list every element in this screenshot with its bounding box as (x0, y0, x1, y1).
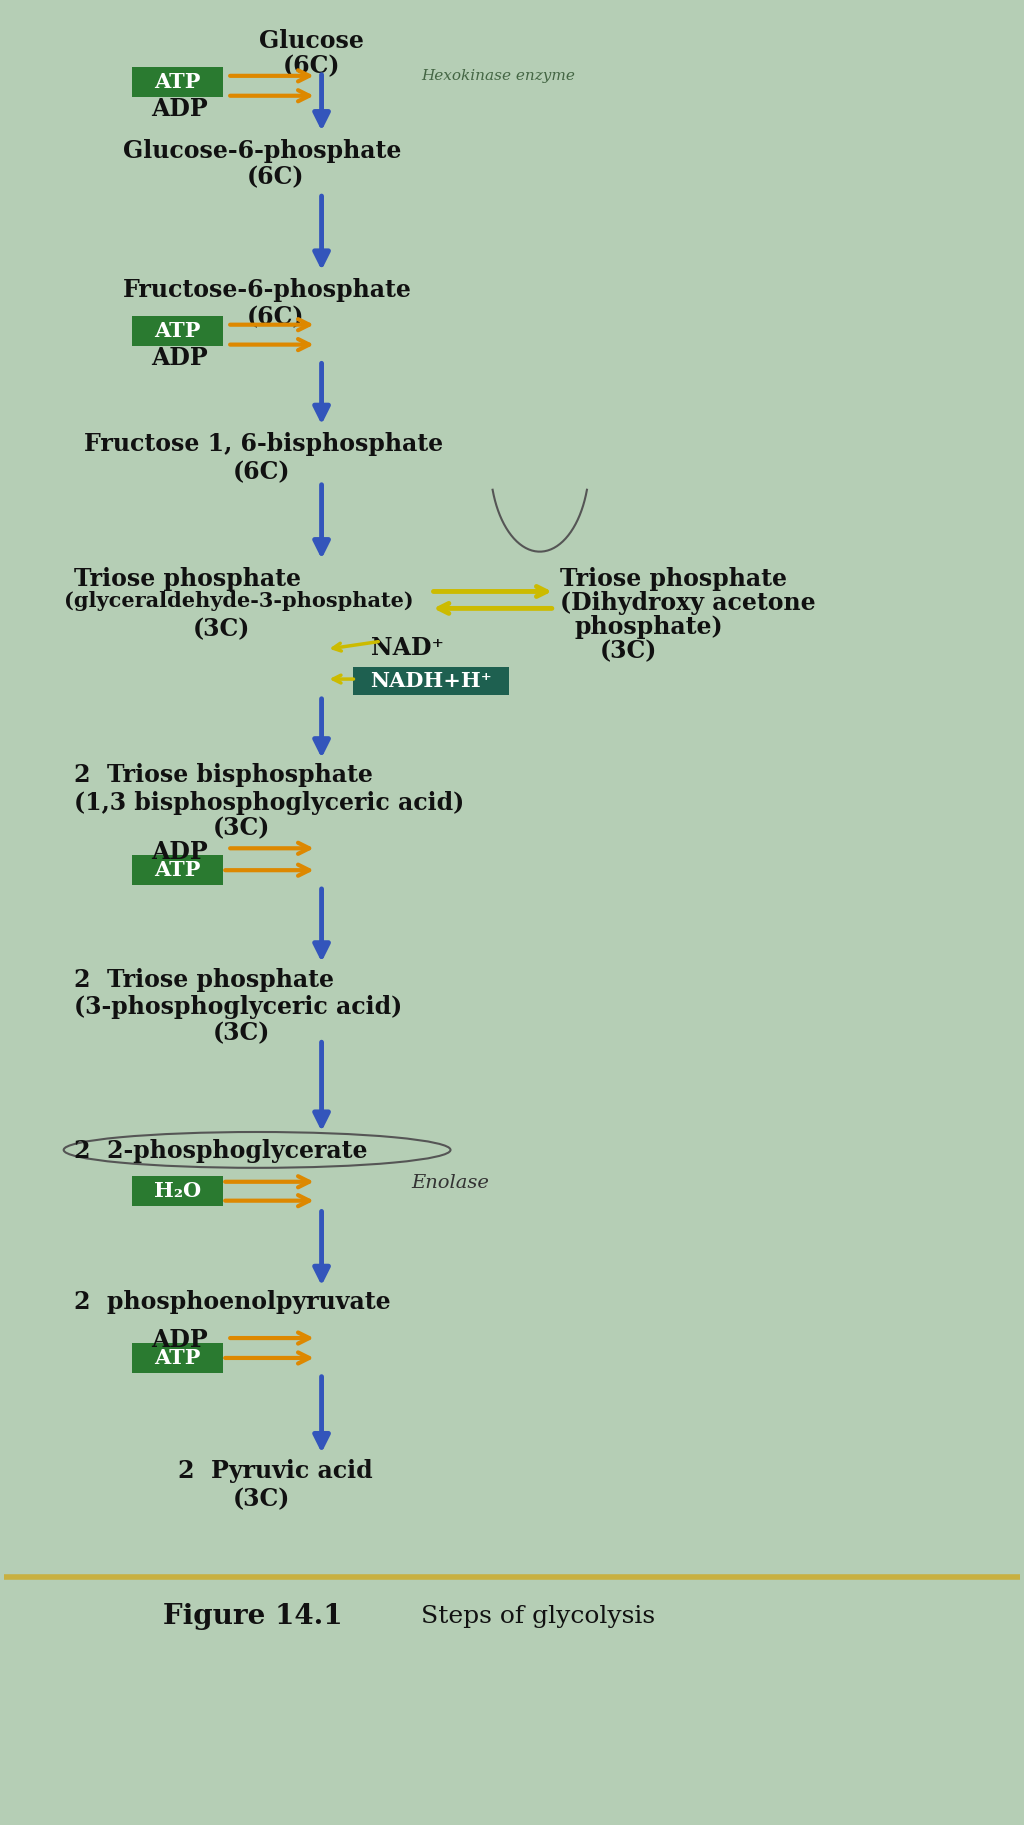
Text: 2  2-phosphoglycerate: 2 2-phosphoglycerate (74, 1139, 367, 1163)
Text: Triose phosphate: Triose phosphate (74, 566, 301, 591)
Text: 2  phosphoenolpyruvate: 2 phosphoenolpyruvate (74, 1290, 390, 1314)
Text: ADP: ADP (151, 1329, 208, 1352)
Text: Steps of glycolysis: Steps of glycolysis (421, 1606, 655, 1628)
Text: Figure 14.1: Figure 14.1 (163, 1604, 342, 1630)
Text: Triose phosphate: Triose phosphate (559, 566, 786, 591)
Text: Glucose-6-phosphate: Glucose-6-phosphate (123, 139, 401, 162)
Text: phosphate): phosphate) (574, 615, 723, 639)
FancyBboxPatch shape (132, 856, 223, 885)
Text: ATP: ATP (155, 1349, 201, 1369)
Text: ATP: ATP (155, 71, 201, 91)
Text: H₂O: H₂O (155, 1181, 202, 1201)
Text: Glucose: Glucose (259, 29, 365, 53)
FancyBboxPatch shape (132, 68, 223, 97)
Text: 2  Pyruvic acid: 2 Pyruvic acid (178, 1460, 373, 1484)
Text: ATP: ATP (155, 860, 201, 880)
Text: (6C): (6C) (232, 460, 290, 484)
Text: NAD⁺: NAD⁺ (371, 637, 444, 661)
FancyBboxPatch shape (132, 316, 223, 345)
Text: Fructose 1, 6-bisphosphate: Fructose 1, 6-bisphosphate (84, 433, 442, 456)
Text: (3C): (3C) (212, 1022, 270, 1046)
Text: (Dihydroxy acetone: (Dihydroxy acetone (559, 591, 815, 615)
Text: 2  Triose phosphate: 2 Triose phosphate (74, 967, 334, 991)
FancyBboxPatch shape (353, 666, 509, 695)
Text: Enolase: Enolase (411, 1173, 488, 1192)
Text: NADH+H⁺: NADH+H⁺ (370, 672, 492, 692)
Text: (3C): (3C) (193, 617, 250, 641)
Text: Hexokinase enzyme: Hexokinase enzyme (421, 69, 574, 82)
Text: ADP: ADP (151, 97, 208, 120)
Text: (1,3 bisphosphoglyceric acid): (1,3 bisphosphoglyceric acid) (74, 790, 464, 814)
FancyBboxPatch shape (132, 1343, 223, 1372)
Text: (6C): (6C) (247, 305, 305, 328)
Text: (3-phosphoglyceric acid): (3-phosphoglyceric acid) (74, 995, 401, 1018)
Text: (6C): (6C) (283, 55, 340, 78)
Text: ADP: ADP (151, 840, 208, 865)
Text: (3C): (3C) (212, 816, 270, 841)
Text: (3C): (3C) (232, 1487, 290, 1511)
Text: (6C): (6C) (247, 166, 305, 190)
FancyBboxPatch shape (132, 1175, 223, 1206)
Text: ADP: ADP (151, 345, 208, 370)
Text: (3C): (3C) (599, 639, 656, 662)
Text: (glyceraldehyde-3-phosphate): (glyceraldehyde-3-phosphate) (63, 591, 414, 611)
Text: ATP: ATP (155, 321, 201, 341)
Text: 2  Triose bisphosphate: 2 Triose bisphosphate (74, 763, 373, 787)
Text: Fructose-6-phosphate: Fructose-6-phosphate (123, 277, 412, 301)
